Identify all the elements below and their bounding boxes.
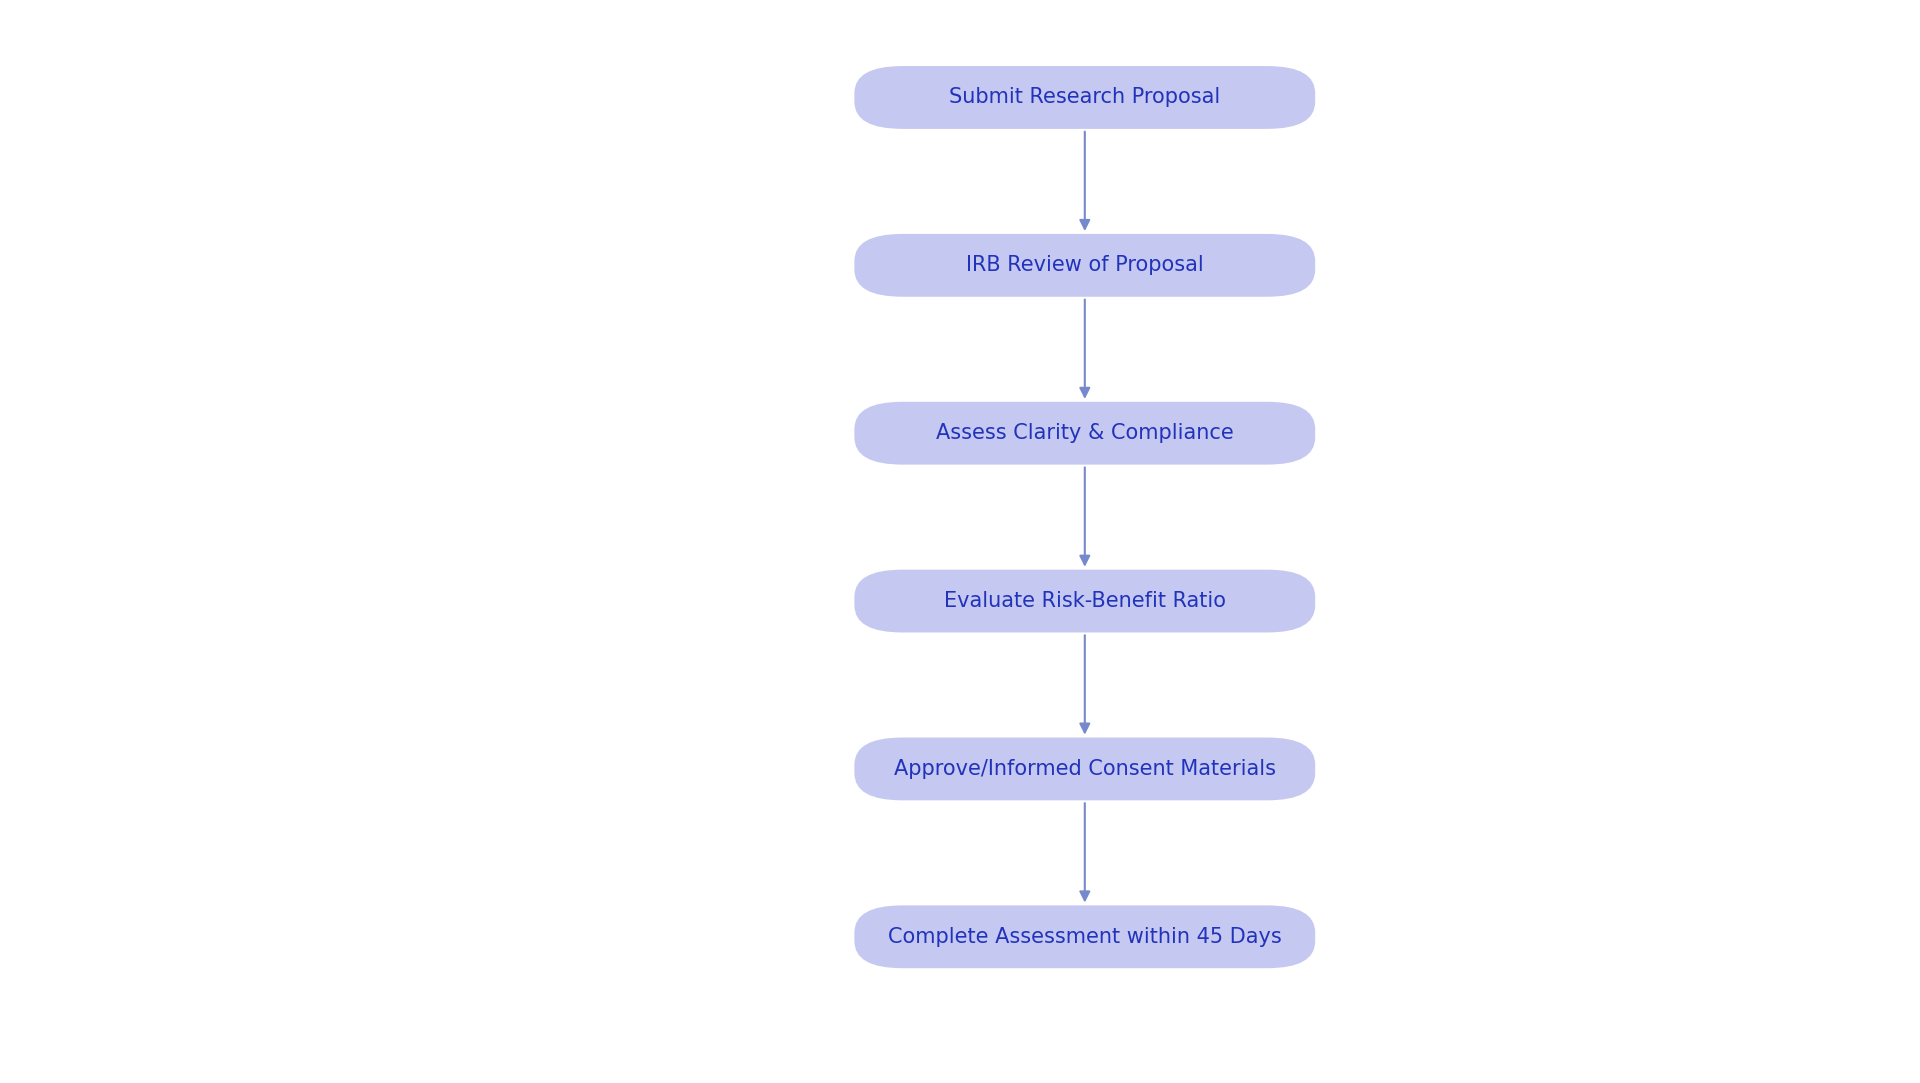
FancyBboxPatch shape xyxy=(854,570,1315,632)
FancyBboxPatch shape xyxy=(854,905,1315,968)
Text: Evaluate Risk-Benefit Ratio: Evaluate Risk-Benefit Ratio xyxy=(945,591,1225,611)
Text: Assess Clarity & Compliance: Assess Clarity & Compliance xyxy=(935,423,1235,443)
FancyBboxPatch shape xyxy=(854,738,1315,800)
Text: IRB Review of Proposal: IRB Review of Proposal xyxy=(966,256,1204,275)
FancyBboxPatch shape xyxy=(854,402,1315,465)
Text: Complete Assessment within 45 Days: Complete Assessment within 45 Days xyxy=(887,927,1283,947)
Text: Approve/Informed Consent Materials: Approve/Informed Consent Materials xyxy=(895,759,1275,779)
Text: Submit Research Proposal: Submit Research Proposal xyxy=(948,88,1221,107)
FancyBboxPatch shape xyxy=(854,66,1315,129)
FancyBboxPatch shape xyxy=(854,234,1315,297)
